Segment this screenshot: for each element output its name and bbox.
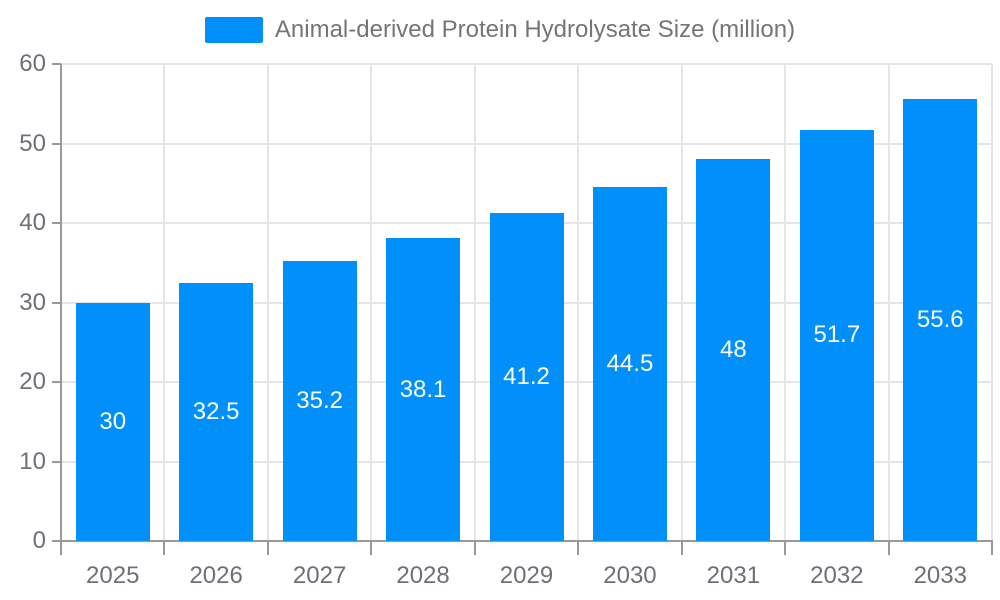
y-axis-label: 0 (32, 527, 46, 554)
y-axis-tick (52, 63, 61, 65)
x-axis-label: 2029 (499, 562, 554, 589)
y-axis-tick (52, 142, 61, 145)
x-gridline (991, 64, 993, 541)
x-axis-tick (266, 541, 269, 555)
x-gridline (784, 64, 787, 541)
bar-value-label: 38.1 (399, 375, 447, 403)
x-axis-label: 2030 (603, 562, 657, 589)
x-gridline (887, 64, 890, 541)
x-axis-label: 2025 (86, 562, 140, 589)
x-axis-label: 2026 (189, 562, 243, 589)
bar (800, 129, 874, 541)
bar (386, 238, 460, 541)
x-axis-label: 2032 (810, 562, 864, 589)
y-axis-line (60, 64, 62, 555)
x-axis-tick (473, 541, 476, 555)
x-gridline (577, 64, 580, 541)
chart-legend-item[interactable]: Animal-derived Protein Hydrolysate Size … (0, 16, 1000, 44)
y-axis-tick (52, 540, 61, 542)
x-gridline (266, 64, 269, 541)
x-gridline (473, 64, 476, 541)
bar (283, 261, 357, 541)
x-axis-tick (577, 541, 580, 555)
y-axis-tick (52, 381, 61, 383)
x-axis-tick (370, 541, 373, 555)
x-axis-tick (887, 541, 890, 555)
y-axis-tick (52, 301, 61, 304)
bar (696, 159, 770, 541)
bar-value-label: 30 (99, 407, 127, 435)
bar (490, 213, 564, 541)
bar-value-label: 35.2 (296, 387, 343, 415)
bar-value-label: 32.5 (192, 397, 240, 425)
bar-value-label: 48 (720, 336, 747, 364)
bar (76, 302, 150, 541)
y-axis-tick (52, 222, 61, 224)
legend-swatch (204, 17, 263, 43)
x-axis-line (60, 540, 993, 542)
legend-label: Animal-derived Protein Hydrolysate Size … (274, 16, 796, 43)
y-axis-label: 40 (19, 209, 46, 236)
bar-value-label: 41.2 (503, 363, 550, 391)
x-axis-label: 2027 (292, 562, 347, 589)
bar-value-label: 51.7 (813, 321, 861, 349)
x-axis-tick (991, 541, 993, 555)
bar (903, 98, 977, 541)
y-axis-label: 30 (19, 288, 46, 316)
bar-value-label: 55.6 (916, 305, 964, 333)
bar (179, 282, 253, 541)
y-gridline (61, 63, 992, 65)
y-axis-label: 60 (19, 50, 46, 77)
y-axis-label: 10 (19, 447, 46, 475)
y-axis-label: 20 (19, 368, 46, 395)
x-axis-tick (784, 541, 787, 555)
x-gridline (370, 64, 373, 541)
x-axis-label: 2033 (913, 562, 967, 589)
y-axis-label: 50 (19, 129, 46, 157)
y-gridline (61, 142, 992, 145)
bar-value-label: 44.5 (606, 350, 654, 378)
y-axis-tick (52, 460, 61, 463)
x-gridline (163, 64, 166, 541)
x-axis-tick (163, 541, 166, 555)
bar (593, 187, 667, 541)
x-axis-tick (680, 541, 683, 555)
x-axis-label: 2031 (706, 562, 761, 589)
x-gridline (680, 64, 683, 541)
x-axis-label: 2028 (396, 562, 450, 589)
